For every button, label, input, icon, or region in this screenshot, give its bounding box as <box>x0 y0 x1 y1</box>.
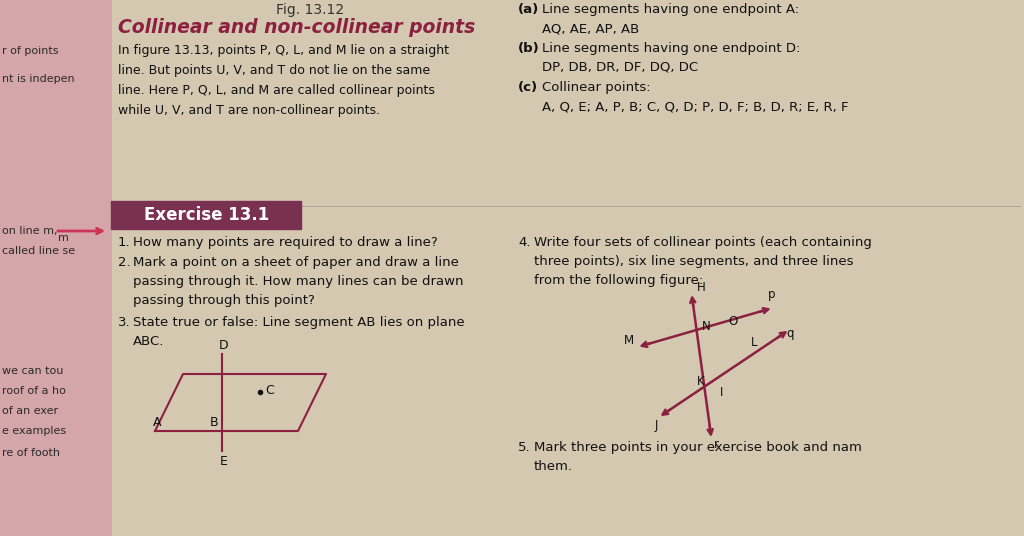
Text: m: m <box>58 233 69 243</box>
Text: nt is indepen: nt is indepen <box>2 74 75 84</box>
Text: C: C <box>265 383 273 397</box>
Text: roof of a ho: roof of a ho <box>2 386 66 396</box>
Text: I: I <box>720 386 723 399</box>
FancyBboxPatch shape <box>111 201 301 229</box>
Text: (c): (c) <box>518 81 539 94</box>
Text: K: K <box>697 375 705 388</box>
Text: on line m,: on line m, <box>2 226 57 236</box>
Text: M: M <box>624 334 634 347</box>
Text: (b): (b) <box>518 42 540 55</box>
Text: (a): (a) <box>518 3 540 16</box>
Text: Fig. 13.12: Fig. 13.12 <box>275 3 344 17</box>
FancyBboxPatch shape <box>0 0 112 536</box>
Text: A: A <box>153 416 162 429</box>
Text: L: L <box>751 337 758 349</box>
Text: passing through it. How many lines can be drawn: passing through it. How many lines can b… <box>133 275 464 288</box>
Text: we can tou: we can tou <box>2 366 63 376</box>
Text: N: N <box>702 319 711 332</box>
Text: Line segments having one endpoint A:: Line segments having one endpoint A: <box>542 3 799 16</box>
Text: 4.: 4. <box>518 236 530 249</box>
Text: r of points: r of points <box>2 46 58 56</box>
Text: H: H <box>697 281 706 294</box>
Text: line. But points U, V, and T do not lie on the same: line. But points U, V, and T do not lie … <box>118 64 430 77</box>
Text: D: D <box>219 339 228 352</box>
Text: Collinear and non-collinear points: Collinear and non-collinear points <box>118 18 475 37</box>
Text: q: q <box>786 327 794 340</box>
Text: Mark three points in your exercise book and nam: Mark three points in your exercise book … <box>534 441 862 454</box>
Text: line. Here P, Q, L, and M are called collinear points: line. Here P, Q, L, and M are called col… <box>118 84 435 97</box>
Text: Collinear points:: Collinear points: <box>542 81 650 94</box>
Text: while U, V, and T are non-collinear points.: while U, V, and T are non-collinear poin… <box>118 104 380 117</box>
Text: B: B <box>210 416 219 429</box>
Text: State true or false: Line segment AB lies on plane: State true or false: Line segment AB lie… <box>133 316 465 329</box>
Text: Line segments having one endpoint D:: Line segments having one endpoint D: <box>542 42 801 55</box>
Text: 2.: 2. <box>118 256 131 269</box>
Text: r: r <box>714 438 719 451</box>
Text: e examples: e examples <box>2 426 67 436</box>
Text: three points), six line segments, and three lines: three points), six line segments, and th… <box>534 255 853 268</box>
Text: passing through this point?: passing through this point? <box>133 294 314 307</box>
Text: re of footh: re of footh <box>2 448 60 458</box>
Text: DP, DB, DR, DF, DQ, DC: DP, DB, DR, DF, DQ, DC <box>542 61 698 74</box>
Text: E: E <box>220 455 228 468</box>
Text: AQ, AE, AP, AB: AQ, AE, AP, AB <box>542 22 639 35</box>
Text: How many points are required to draw a line?: How many points are required to draw a l… <box>133 236 437 249</box>
Text: J: J <box>654 419 658 432</box>
Text: p: p <box>768 288 775 301</box>
Text: In figure 13.13, points P, Q, L, and M lie on a straight: In figure 13.13, points P, Q, L, and M l… <box>118 44 449 57</box>
Text: Exercise 13.1: Exercise 13.1 <box>144 206 269 224</box>
Text: called line se: called line se <box>2 246 75 256</box>
Text: Write four sets of collinear points (each containing: Write four sets of collinear points (eac… <box>534 236 871 249</box>
Text: 1.: 1. <box>118 236 131 249</box>
Text: O: O <box>728 315 737 328</box>
Text: them.: them. <box>534 460 573 473</box>
Text: from the following figure:: from the following figure: <box>534 274 703 287</box>
Text: ABC.: ABC. <box>133 335 165 348</box>
Text: 3.: 3. <box>118 316 131 329</box>
Text: of an exer: of an exer <box>2 406 58 416</box>
Text: A, Q, E; A, P, B; C, Q, D; P, D, F; B, D, R; E, R, F: A, Q, E; A, P, B; C, Q, D; P, D, F; B, D… <box>542 100 849 113</box>
Text: Mark a point on a sheet of paper and draw a line: Mark a point on a sheet of paper and dra… <box>133 256 459 269</box>
Text: 5.: 5. <box>518 441 530 454</box>
